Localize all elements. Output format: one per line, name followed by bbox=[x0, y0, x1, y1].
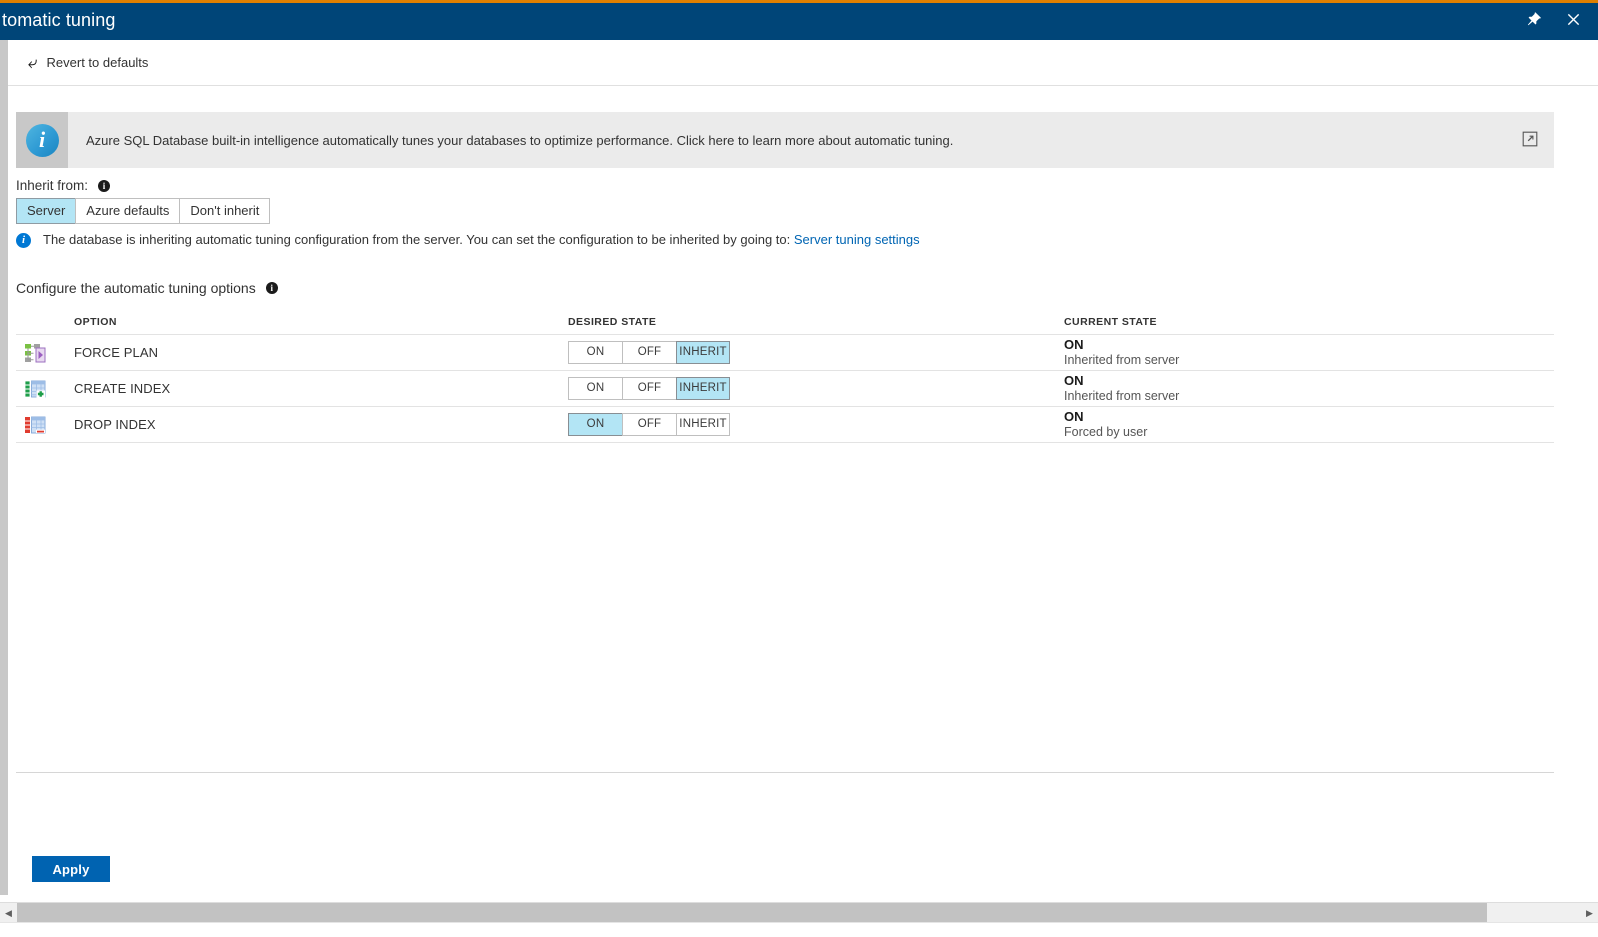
create-index-icon bbox=[16, 379, 74, 399]
desired-state-cell: ON OFF INHERIT bbox=[568, 341, 1064, 364]
tuning-options-table: OPTION DESIRED STATE CURRENT STATE FORCE… bbox=[16, 310, 1554, 443]
inherit-status-message: i The database is inheriting automatic t… bbox=[16, 232, 920, 248]
horizontal-scrollbar-track[interactable] bbox=[17, 903, 1581, 923]
table-row: FORCE PLAN ON OFF INHERIT ON Inherited f… bbox=[16, 334, 1554, 370]
drop-index-toggle-inherit[interactable]: INHERIT bbox=[676, 413, 730, 436]
option-name: FORCE PLAN bbox=[74, 345, 159, 360]
table-header-current-state: CURRENT STATE bbox=[1064, 316, 1157, 328]
current-state-value: ON bbox=[1064, 409, 1084, 425]
current-state-note: Inherited from server bbox=[1064, 352, 1180, 367]
inherit-from-segmented-control[interactable]: Server Azure defaults Don't inherit bbox=[16, 198, 271, 224]
revert-arrow-icon: ⤷ bbox=[28, 53, 38, 72]
apply-button[interactable]: Apply bbox=[32, 856, 110, 882]
server-tuning-settings-link[interactable]: Server tuning settings bbox=[793, 232, 920, 247]
configure-options-heading: Configure the automatic tuning options bbox=[16, 280, 256, 296]
table-header-row: OPTION DESIRED STATE CURRENT STATE bbox=[16, 310, 1554, 334]
info-icon: i bbox=[16, 233, 31, 248]
command-bar: ⤷ Revert to defaults bbox=[8, 40, 1598, 86]
revert-to-defaults-label: Revert to defaults bbox=[46, 55, 149, 70]
blade-header: tomatic tuning bbox=[0, 3, 1598, 40]
desired-state-cell: ON OFF INHERIT bbox=[568, 413, 1064, 436]
footer-divider bbox=[16, 772, 1554, 773]
force-plan-toggle-on[interactable]: ON bbox=[568, 341, 622, 364]
page-title: tomatic tuning bbox=[2, 10, 116, 30]
pin-icon[interactable] bbox=[1522, 7, 1544, 31]
close-icon[interactable] bbox=[1562, 7, 1584, 31]
inherit-from-info-tooltip-icon[interactable]: i bbox=[98, 179, 111, 192]
current-state-value: ON bbox=[1064, 373, 1084, 389]
info-banner-text: Azure SQL Database built-in intelligence… bbox=[86, 132, 954, 148]
inherit-message-body: The database is inheriting automatic tun… bbox=[43, 232, 791, 247]
info-banner: i Azure SQL Database built-in intelligen… bbox=[16, 112, 1554, 168]
drop-index-icon bbox=[16, 415, 74, 435]
current-state-cell: ON Forced by user bbox=[1064, 409, 1554, 440]
create-index-toggle-on[interactable]: ON bbox=[568, 377, 622, 400]
create-index-toggle-off[interactable]: OFF bbox=[622, 377, 676, 400]
force-plan-desired-state-toggle[interactable]: ON OFF INHERIT bbox=[568, 341, 1064, 364]
force-plan-icon bbox=[16, 343, 74, 363]
open-in-new-window-icon[interactable] bbox=[1522, 131, 1538, 147]
inherit-from-label: Inherit from: bbox=[16, 178, 89, 193]
table-row: DROP INDEX ON OFF INHERIT ON Forced by u… bbox=[16, 406, 1554, 443]
option-name: DROP INDEX bbox=[74, 417, 156, 432]
inherit-option-server[interactable]: Server bbox=[16, 198, 76, 224]
current-state-note: Inherited from server bbox=[1064, 388, 1180, 403]
create-index-desired-state-toggle[interactable]: ON OFF INHERIT bbox=[568, 377, 1064, 400]
force-plan-toggle-off[interactable]: OFF bbox=[622, 341, 676, 364]
option-name: CREATE INDEX bbox=[74, 381, 171, 396]
blade-left-edge-strip bbox=[0, 40, 8, 895]
caret-left-icon[interactable]: ◀ bbox=[0, 903, 17, 923]
info-banner-icon-container: i bbox=[16, 112, 68, 168]
configure-options-info-tooltip-icon[interactable]: i bbox=[265, 282, 278, 294]
inherit-status-message-text: The database is inheriting automatic tun… bbox=[43, 232, 920, 247]
desired-state-cell: ON OFF INHERIT bbox=[568, 377, 1064, 400]
current-state-value: ON bbox=[1064, 337, 1084, 353]
drop-index-toggle-off[interactable]: OFF bbox=[622, 413, 676, 436]
table-header-option: OPTION bbox=[74, 316, 117, 328]
current-state-cell: ON Inherited from server bbox=[1064, 337, 1554, 368]
drop-index-desired-state-toggle[interactable]: ON OFF INHERIT bbox=[568, 413, 1064, 436]
inherit-option-dont-inherit[interactable]: Don't inherit bbox=[179, 198, 271, 224]
inherit-option-azure-defaults[interactable]: Azure defaults bbox=[75, 198, 180, 224]
force-plan-toggle-inherit[interactable]: INHERIT bbox=[676, 341, 730, 364]
configure-options-heading-row: Configure the automatic tuning options i bbox=[16, 280, 278, 296]
table-row: CREATE INDEX ON OFF INHERIT ON Inherited… bbox=[16, 370, 1554, 406]
horizontal-scrollbar-thumb[interactable] bbox=[17, 903, 1487, 923]
drop-index-toggle-on[interactable]: ON bbox=[568, 413, 622, 436]
caret-right-icon[interactable]: ▶ bbox=[1581, 903, 1598, 923]
current-state-note: Forced by user bbox=[1064, 424, 1148, 439]
blade-content: i Azure SQL Database built-in intelligen… bbox=[8, 86, 1598, 895]
table-header-desired-state: DESIRED STATE bbox=[568, 316, 657, 328]
create-index-toggle-inherit[interactable]: INHERIT bbox=[676, 377, 730, 400]
info-circle-icon: i bbox=[25, 123, 59, 157]
horizontal-scrollbar[interactable]: ◀ ▶ bbox=[0, 902, 1598, 923]
revert-to-defaults-button[interactable]: ⤷ Revert to defaults bbox=[18, 50, 158, 75]
top-accent-bar bbox=[0, 0, 1598, 3]
inherit-from-label-row: Inherit from: i bbox=[16, 178, 111, 193]
window-bottom-edge bbox=[0, 922, 1598, 937]
current-state-cell: ON Inherited from server bbox=[1064, 373, 1554, 404]
header-actions bbox=[1522, 7, 1584, 31]
